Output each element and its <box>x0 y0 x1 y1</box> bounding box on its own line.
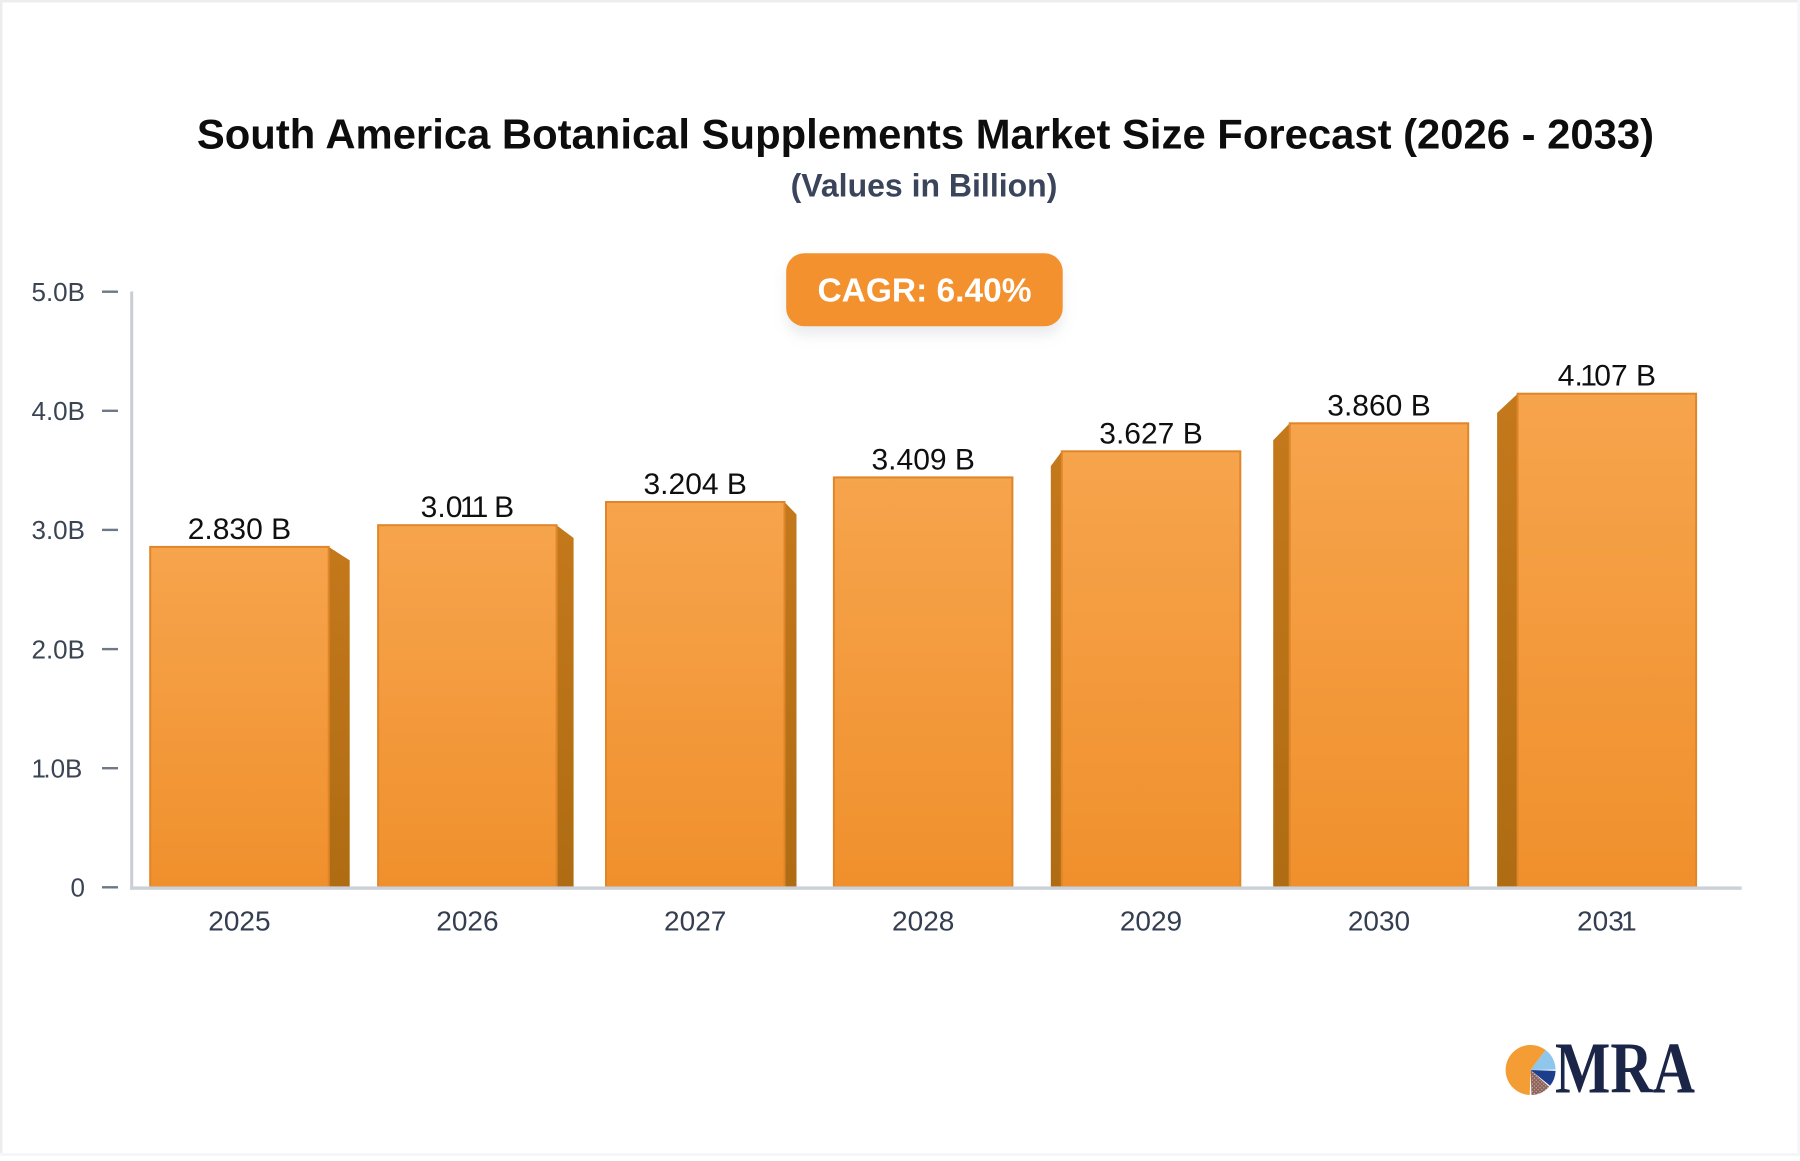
svg-text:2027: 2027 <box>664 906 726 937</box>
svg-text:2.830 B: 2.830 B <box>188 513 291 546</box>
svg-text:2025: 2025 <box>208 906 270 937</box>
svg-text:2030: 2030 <box>1348 906 1410 937</box>
svg-text:3.409 B: 3.409 B <box>871 443 974 476</box>
svg-text:3.860 B: 3.860 B <box>1327 389 1430 422</box>
svg-text:CAGR: 6.40%: CAGR: 6.40% <box>817 273 1031 310</box>
svg-text:1.0B: 1.0B <box>31 754 82 784</box>
svg-text:4.107 B: 4.107 B <box>1558 360 1656 393</box>
svg-text:5.0B: 5.0B <box>32 277 86 307</box>
svg-text:2028: 2028 <box>892 906 954 937</box>
svg-text:3.0B: 3.0B <box>32 515 86 545</box>
svg-text:2031: 2031 <box>1577 906 1637 937</box>
svg-text:3.627 B: 3.627 B <box>1099 417 1202 450</box>
svg-text:2.0B: 2.0B <box>32 634 86 664</box>
svg-text:2029: 2029 <box>1120 906 1182 937</box>
svg-text:0: 0 <box>71 873 85 903</box>
svg-text:(Values in Billion): (Values in Billion) <box>791 167 1058 203</box>
svg-text:2026: 2026 <box>436 906 498 937</box>
svg-text:4.0B: 4.0B <box>32 396 86 426</box>
svg-text:3.204 B: 3.204 B <box>643 468 746 501</box>
svg-text:MRA: MRA <box>1555 1028 1695 1109</box>
svg-text:3.011 B: 3.011 B <box>421 491 514 524</box>
svg-text:South America Botanical Supple: South America Botanical Supplements Mark… <box>197 111 1654 158</box>
